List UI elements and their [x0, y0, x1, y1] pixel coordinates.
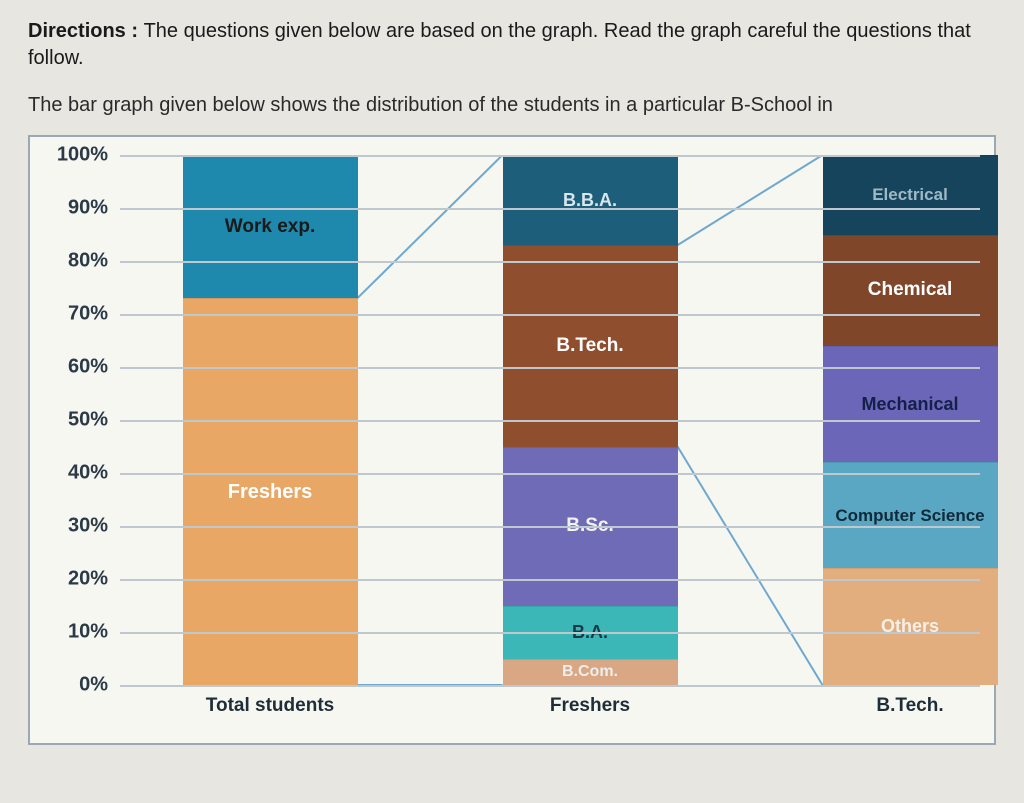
bar-segment: Others — [823, 568, 998, 685]
y-tick-label: 30% — [42, 515, 108, 538]
x-axis-label: Total students — [206, 695, 334, 717]
bar-segment: Freshers — [183, 298, 358, 685]
bar-segment: Work exp. — [183, 155, 358, 298]
grid-line — [120, 473, 980, 475]
y-tick-label: 80% — [42, 250, 108, 273]
y-tick-label: 10% — [42, 621, 108, 644]
y-tick-label: 100% — [42, 144, 108, 167]
grid-line — [120, 685, 980, 687]
subtitle-text: The bar graph given below shows the dist… — [28, 94, 1014, 117]
y-tick-label: 20% — [42, 568, 108, 591]
y-tick-label: 0% — [42, 674, 108, 697]
y-tick-label: 50% — [42, 409, 108, 432]
bar-segment: Mechanical — [823, 346, 998, 463]
directions-body: The questions given below are based on t… — [28, 20, 971, 69]
bar-segment: Electrical — [823, 155, 998, 235]
plot-area: FreshersWork exp.B.Com.B.A.B.Sc.B.Tech.B… — [120, 155, 980, 685]
grid-line — [120, 367, 980, 369]
bar-segment: B.Tech. — [503, 245, 678, 446]
grid-line — [120, 579, 980, 581]
grid-line — [120, 208, 980, 210]
bar-segment: Computer Science — [823, 462, 998, 568]
y-tick-label: 70% — [42, 303, 108, 326]
bar-segment: Chemical — [823, 235, 998, 346]
y-tick-label: 60% — [42, 356, 108, 379]
chart-container: FreshersWork exp.B.Com.B.A.B.Sc.B.Tech.B… — [28, 135, 996, 745]
y-tick-label: 40% — [42, 462, 108, 485]
y-tick-label: 90% — [42, 197, 108, 220]
bar-segment: B.B.A. — [503, 155, 678, 245]
grid-line — [120, 261, 980, 263]
page: Directions : The questions given below a… — [0, 0, 1024, 745]
grid-line — [120, 632, 980, 634]
bar-segment: B.Com. — [503, 659, 678, 686]
directions-prefix: Directions : — [28, 20, 144, 42]
grid-line — [120, 314, 980, 316]
x-axis-label: B.Tech. — [876, 695, 943, 717]
directions-text: Directions : The questions given below a… — [28, 18, 1014, 72]
x-axis-label: Freshers — [550, 695, 630, 717]
grid-line — [120, 526, 980, 528]
grid-line — [120, 155, 980, 157]
grid-line — [120, 420, 980, 422]
